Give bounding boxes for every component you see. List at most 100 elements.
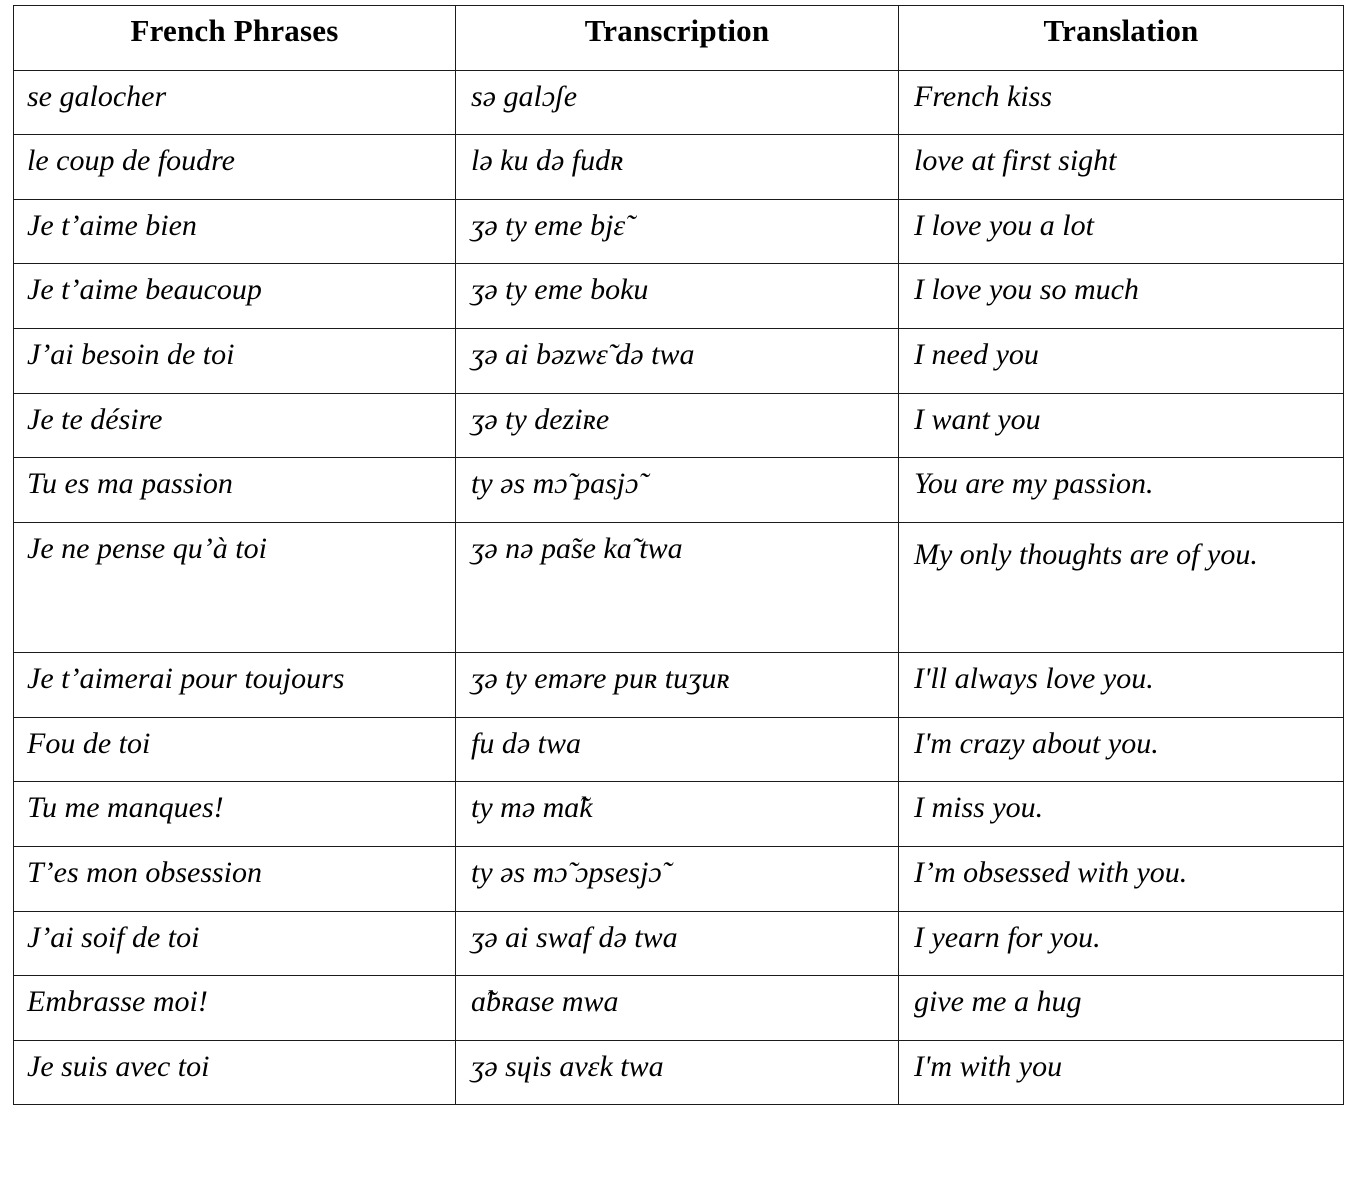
- phrase-cell-text: Tu es ma passion: [27, 467, 233, 501]
- translation-cell-text: love at first sight: [914, 144, 1117, 178]
- table-header: French Phrases Transcription Translation: [13, 5, 1344, 71]
- table-row: Je t’aime beaucoup ʒə ty eme boku I love y…: [13, 263, 1344, 329]
- table-row: Fou de toi fu də twa I'm crazy about you.: [13, 716, 1344, 783]
- translation-cell: I yearn for you.: [898, 910, 1344, 977]
- transcription-cell: ʒə ty eme boku: [455, 263, 899, 329]
- translation-cell-text: give me a hug: [914, 985, 1082, 1019]
- phrase-cell-text: Fou de toi: [27, 726, 151, 760]
- transcription-cell: ʒə ai bəzwɛ̃ də twa: [455, 327, 899, 394]
- translation-cell-text: My only thoughts are of you.: [914, 537, 1258, 571]
- transcription-cell-text: fu də twa: [471, 726, 581, 760]
- table-row: se galocher sə galɔʃe French kiss: [13, 69, 1344, 136]
- transcription-cell: ʒə ty deziʀe: [455, 392, 899, 459]
- translation-cell: I'll always love you.: [898, 652, 1344, 718]
- transcription-cell: fu də twa: [455, 716, 899, 783]
- transcription-cell: ty mə mɑ̃k: [455, 781, 899, 848]
- phrase-cell: Tu me manques!: [13, 781, 456, 848]
- translation-cell: I need you: [898, 327, 1344, 394]
- transcription-cell-text: ʒə ai bəzwɛ̃ də twa: [471, 337, 695, 371]
- table-row: Je suis avec toi ʒə sɥis avɛk twa I'm with…: [13, 1039, 1344, 1106]
- translation-cell: I miss you.: [898, 781, 1344, 848]
- transcription-cell-text: ʒə ai swaf də twa: [471, 920, 678, 954]
- table-row: Tu me manques! ty mə mɑ̃k I miss you.: [13, 781, 1344, 848]
- column-header-transcription: Transcription: [455, 5, 899, 71]
- phrase-cell: Je t’aime beaucoup: [13, 263, 456, 329]
- transcription-cell: sə galɔʃe: [455, 69, 899, 136]
- phrase-cell: le coup de foudre: [13, 134, 456, 200]
- table-row: Je te désire ʒə ty deziʀe I want you: [13, 392, 1344, 459]
- translation-cell-text: I want you: [914, 402, 1041, 436]
- phrase-cell: Je ne pense qu’à toi: [13, 521, 456, 654]
- translation-cell-text: I’m obsessed with you.: [914, 856, 1188, 890]
- table-row: Embrasse moi! ɑ̃bʀase mwa give me a hug: [13, 975, 1344, 1041]
- column-header-translation: Translation: [898, 5, 1344, 71]
- french-phrases-table: French Phrases Transcription Translation…: [13, 5, 1344, 1106]
- phrase-cell-text: Je ne pense qu’à toi: [27, 531, 267, 565]
- transcription-cell-text: ʒə nə pɑ̃se kɑ̃ twa: [471, 531, 683, 565]
- phrase-cell-text: Je suis avec toi: [27, 1049, 210, 1083]
- translation-cell-text: I'll always love you.: [914, 662, 1154, 696]
- translation-cell: love at first sight: [898, 134, 1344, 200]
- translation-cell-text: You are my passion.: [914, 467, 1154, 501]
- table-row: Je t’aime bien ʒə ty eme bjɛ̃ I love you a…: [13, 198, 1344, 265]
- phrase-cell: T’es mon obsession: [13, 846, 456, 912]
- table-row: T’es mon obsession ty əs mɔ̃ ɔpsesjɔ̃ I’m …: [13, 846, 1344, 912]
- transcription-cell-text: ʒə ty eme bjɛ̃: [471, 208, 626, 242]
- transcription-cell: lə ku də fudʀ: [455, 134, 899, 200]
- column-header-transcription-label: Transcription: [584, 13, 770, 48]
- translation-cell-text: French kiss: [914, 79, 1053, 113]
- transcription-cell-text: lə ku də fudʀ: [471, 144, 624, 178]
- translation-cell: French kiss: [898, 69, 1344, 136]
- translation-cell-text: I'm with you: [914, 1049, 1063, 1083]
- table-row: Tu es ma passion ty əs mɔ̃ pasjɔ̃ You are …: [13, 457, 1344, 523]
- translation-cell-text: I'm crazy about you.: [914, 726, 1159, 760]
- transcription-cell-text: ʒə sɥis avɛk twa: [471, 1049, 664, 1083]
- table-row: Je ne pense qu’à toi ʒə nə pɑ̃se kɑ̃ twa M…: [13, 521, 1344, 654]
- phrase-cell-text: J’ai soif de toi: [27, 920, 200, 954]
- translation-cell-text: I love you so much: [914, 273, 1139, 307]
- transcription-cell: ty əs mɔ̃ ɔpsesjɔ̃: [455, 846, 899, 912]
- table-row: Je t’aimerai pour toujours ʒə ty eməre pu…: [13, 652, 1344, 718]
- transcription-cell-text: ty əs mɔ̃ ɔpsesjɔ̃: [471, 856, 662, 890]
- translation-cell-text: I love you a lot: [914, 208, 1094, 242]
- translation-cell: I'm crazy about you.: [898, 716, 1344, 783]
- translation-cell-text: I need you: [914, 337, 1039, 371]
- transcription-cell: ɑ̃bʀase mwa: [455, 975, 899, 1041]
- phrase-cell: Fou de toi: [13, 716, 456, 783]
- table-row: J’ai besoin de toi ʒə ai bəzwɛ̃ də twa I n…: [13, 327, 1344, 394]
- phrase-cell: Je t’aimerai pour toujours: [13, 652, 456, 718]
- table-body: se galocher sə galɔʃe French kiss le coup d…: [13, 69, 1344, 1106]
- transcription-cell: ʒə ty eme bjɛ̃: [455, 198, 899, 265]
- translation-cell-text: I yearn for you.: [914, 920, 1101, 954]
- translation-cell: I’m obsessed with you.: [898, 846, 1344, 912]
- translation-cell: I want you: [898, 392, 1344, 459]
- phrase-cell-text: J’ai besoin de toi: [27, 337, 235, 371]
- phrase-cell-text: T’es mon obsession: [27, 856, 263, 890]
- transcription-cell-text: ty əs mɔ̃ pasjɔ̃: [471, 467, 639, 501]
- translation-cell-text: I miss you.: [914, 791, 1044, 825]
- translation-cell: You are my passion.: [898, 457, 1344, 523]
- phrase-cell: J’ai besoin de toi: [13, 327, 456, 394]
- phrase-cell-text: Je t’aime beaucoup: [27, 273, 262, 307]
- translation-cell: I love you a lot: [898, 198, 1344, 265]
- transcription-cell: ʒə ty eməre puʀ tuʒuʀ: [455, 652, 899, 718]
- phrase-cell: se galocher: [13, 69, 456, 136]
- transcription-cell-text: ʒə ty deziʀe: [471, 402, 610, 436]
- transcription-cell-text: sə galɔʃe: [471, 79, 578, 113]
- transcription-cell: ʒə sɥis avɛk twa: [455, 1039, 899, 1106]
- phrase-cell-text: Embrasse moi!: [27, 985, 208, 1019]
- translation-cell: I'm with you: [898, 1039, 1344, 1106]
- phrase-cell-text: Je t’aimerai pour toujours: [27, 662, 345, 696]
- column-header-translation-label: Translation: [1043, 13, 1199, 48]
- column-header-french: French Phrases: [13, 5, 456, 71]
- transcription-cell-text: ɑ̃bʀase mwa: [471, 985, 619, 1019]
- phrase-cell: J’ai soif de toi: [13, 910, 456, 977]
- phrase-cell-text: Tu me manques!: [27, 791, 224, 825]
- transcription-cell-text: ʒə ty eməre puʀ tuʒuʀ: [471, 662, 730, 696]
- transcription-cell: ty əs mɔ̃ pasjɔ̃: [455, 457, 899, 523]
- phrase-cell: Embrasse moi!: [13, 975, 456, 1041]
- translation-cell: My only thoughts are of you.: [898, 521, 1344, 654]
- translation-cell: I love you so much: [898, 263, 1344, 329]
- header-row: French Phrases Transcription Translation: [13, 5, 1344, 71]
